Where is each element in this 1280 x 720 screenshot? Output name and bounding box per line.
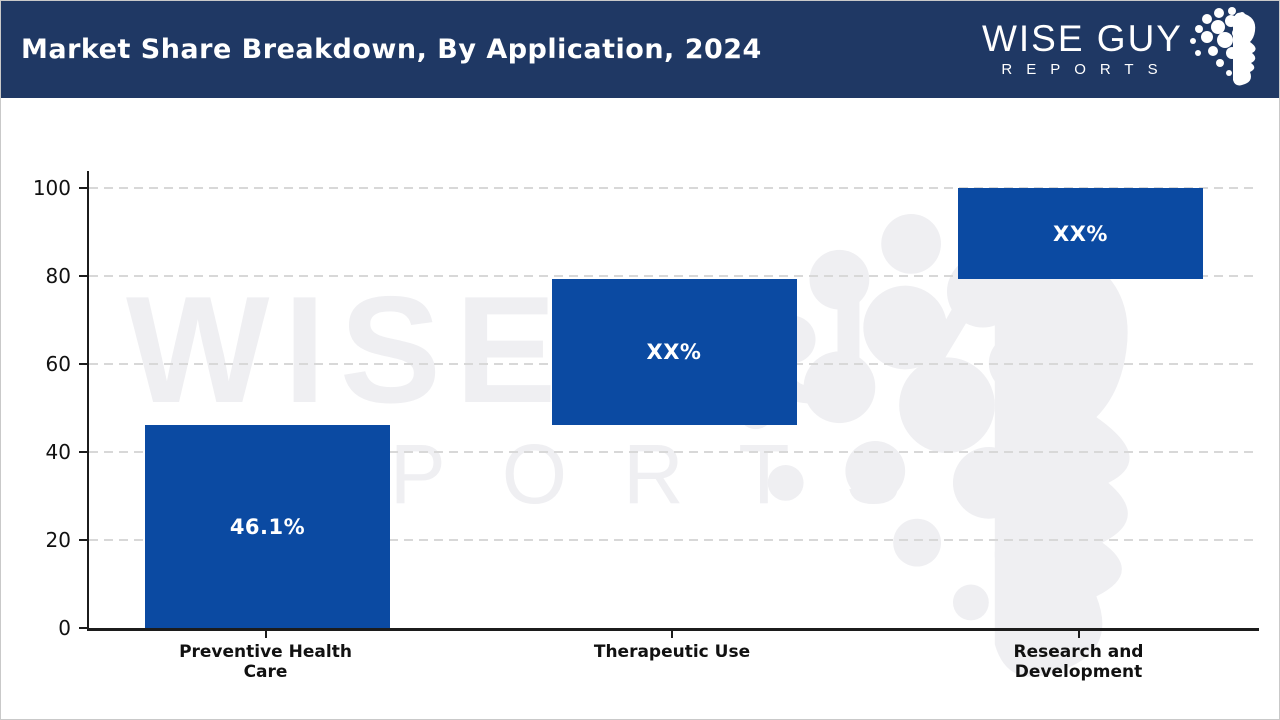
y-axis-tick-mark — [79, 275, 87, 277]
x-axis-tick-mark — [1077, 631, 1080, 638]
x-axis-tick-mark — [264, 631, 267, 638]
category-label: Research and Development — [1013, 642, 1144, 682]
y-axis-tick-label: 60 — [45, 352, 71, 376]
gridline — [89, 275, 1259, 277]
category-label: Preventive Health Care — [179, 642, 352, 682]
x-axis-tick-mark — [671, 631, 673, 638]
y-axis-tick-mark — [79, 627, 87, 629]
y-axis-tick-mark — [79, 363, 87, 365]
logo-wordmark: WISE GUY — [981, 17, 1183, 59]
y-axis-tick-label: 0 — [58, 616, 71, 640]
y-axis-tick-mark — [79, 187, 87, 189]
bar-value-label: XX% — [1053, 221, 1108, 246]
wiseguy-logo: WISE GUY REPORTS — [982, 7, 1263, 89]
dotted-face-icon — [1190, 7, 1256, 86]
gridline — [89, 539, 1259, 541]
y-axis-tick-label: 20 — [45, 528, 71, 552]
gridline — [89, 451, 1259, 453]
logo-text: WISE GUY REPORTS — [981, 17, 1183, 78]
plot-area: 46.1% XX% XX% — [87, 171, 1259, 631]
y-axis-tick-mark — [79, 451, 87, 453]
page-title: Market Share Breakdown, By Application, … — [21, 34, 762, 65]
category-label: Therapeutic Use — [593, 642, 751, 662]
logo-subtitle: REPORTS — [1001, 60, 1172, 78]
y-axis-tick-label: 100 — [32, 176, 71, 200]
y-axis-tick-mark — [79, 539, 87, 541]
bar-segment: 46.1% — [145, 425, 390, 628]
bar-segment: XX% — [958, 188, 1203, 280]
y-axis-tick-label: 40 — [45, 440, 71, 464]
y-axis-tick-label: 80 — [45, 264, 71, 288]
header-bar: Market Share Breakdown, By Application, … — [1, 1, 1279, 98]
bar-value-label: XX% — [646, 340, 702, 365]
bar-value-label: 46.1% — [229, 514, 306, 539]
chart-area: WISE GUY REPORTS 46.1%XX%XX% 02040608010… — [1, 98, 1279, 719]
bar-segment: XX% — [551, 279, 797, 426]
gridline — [89, 187, 1259, 189]
